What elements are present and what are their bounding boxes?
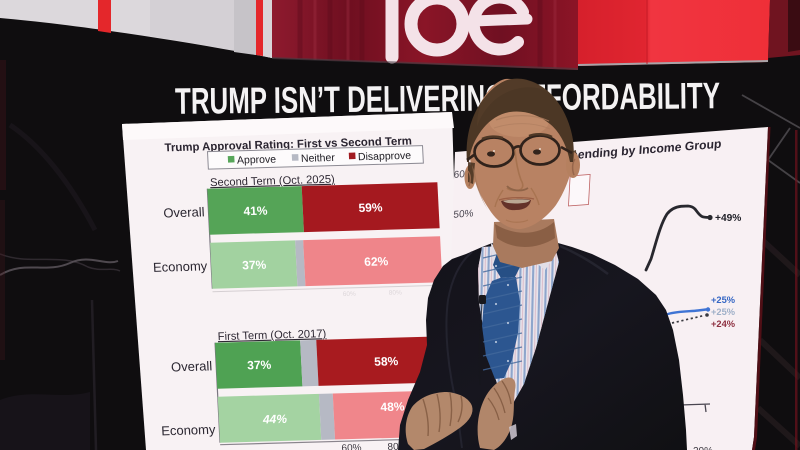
svg-text:50%: 50%	[453, 208, 474, 221]
svg-text:48%: 48%	[380, 399, 405, 414]
svg-text:37%: 37%	[247, 358, 272, 373]
svg-text:60%: 60%	[341, 443, 362, 450]
svg-text:44%: 44%	[262, 412, 288, 427]
svg-text:20%: 20%	[693, 446, 713, 450]
svg-text:41%: 41%	[243, 204, 268, 219]
svg-text:Overall: Overall	[163, 204, 205, 220]
svg-text:Approve: Approve	[237, 154, 277, 167]
svg-text:+24%: +24%	[711, 319, 736, 329]
svg-text:59%: 59%	[358, 200, 383, 215]
svg-text:Overall: Overall	[171, 358, 213, 374]
svg-text:+25%: +25%	[711, 307, 736, 317]
svg-text:80%: 80%	[387, 441, 408, 450]
svg-text:60%: 60%	[343, 291, 357, 298]
svg-text:80%: 80%	[389, 289, 403, 296]
svg-text:Economy: Economy	[153, 258, 208, 275]
svg-text:Disapprove: Disapprove	[358, 150, 412, 163]
svg-text:+25%: +25%	[711, 295, 736, 305]
svg-text:+49%: +49%	[715, 213, 741, 224]
svg-text:58%: 58%	[374, 354, 399, 369]
svg-text:Second Term (Oct. 2025): Second Term (Oct. 2025)	[210, 174, 336, 189]
svg-text:Economy: Economy	[161, 422, 216, 439]
svg-text:37%: 37%	[242, 258, 267, 273]
svg-text:First Term (Oct. 2017): First Term (Oct. 2017)	[217, 328, 326, 343]
svg-text:62%: 62%	[364, 254, 389, 269]
svg-text:Neither: Neither	[301, 152, 336, 165]
